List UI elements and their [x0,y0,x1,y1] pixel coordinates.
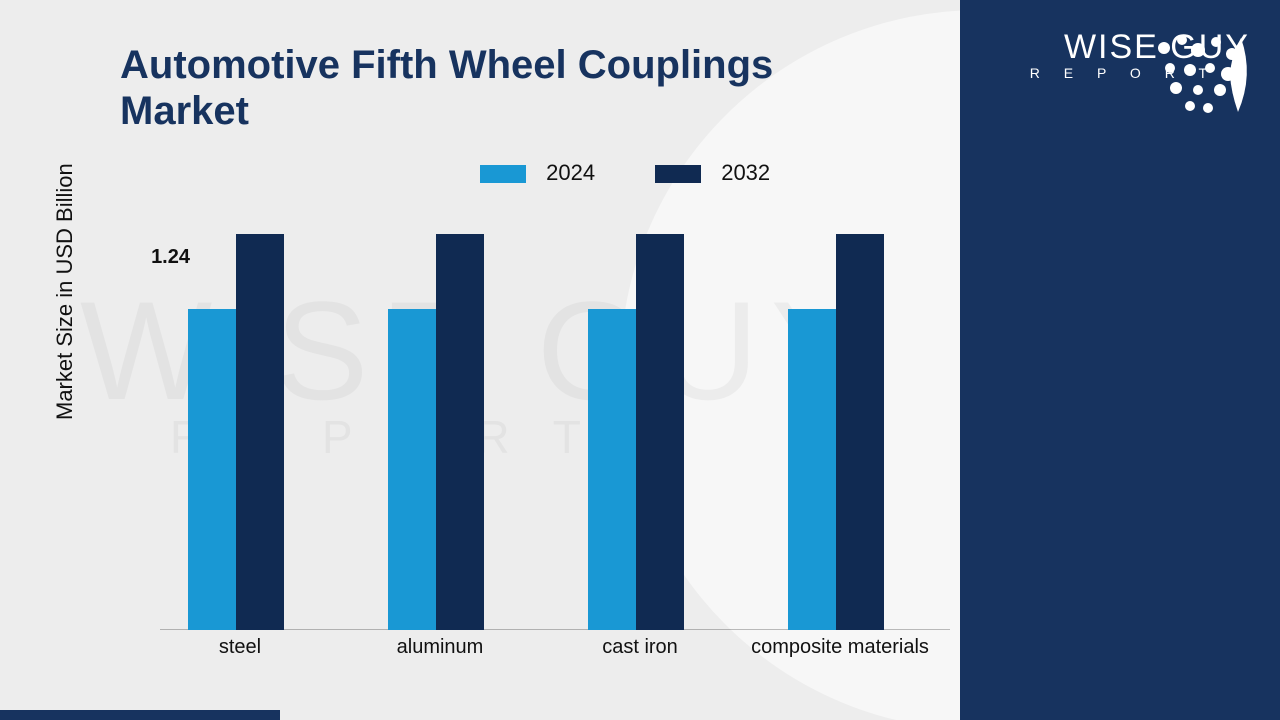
bar-2024 [588,309,636,630]
bottom-accent-strip [0,710,280,720]
chart-title: Automotive Fifth Wheel Couplings Market [120,42,840,134]
brand-line-1: WISE GUY [1030,28,1250,67]
bar-2032 [436,234,484,630]
bar-2032 [836,234,884,630]
brand-text: WISE GUY R E P O R T S [1030,28,1250,81]
bar-2024 [388,309,436,630]
x-tick-label: aluminum [350,630,530,659]
x-tick-label: cast iron [550,630,730,659]
bar-2032 [636,234,684,630]
x-tick-label: steel [150,630,330,659]
chart-canvas: WISE GUY R E P O R T S Automotive Fifth … [0,0,1280,720]
bar-2024 [788,309,836,630]
brand-line-2: R E P O R T S [1030,65,1250,81]
chart-area: Market Size in USD Billion 2024 2032 1.2… [60,160,960,690]
bar-2024 [188,309,236,630]
plot-region: steelaluminumcast ironcomposite material… [160,180,950,630]
x-tick-label: composite materials [750,630,930,659]
y-axis-label: Market Size in USD Billion [52,163,78,420]
bar-2032 [236,234,284,630]
